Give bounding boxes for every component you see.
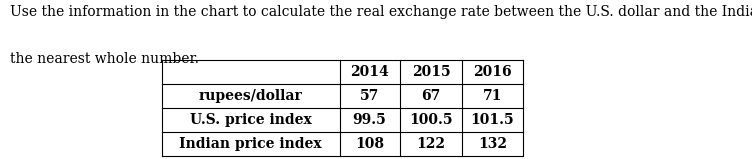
Text: 122: 122	[417, 137, 446, 151]
Text: 2016: 2016	[473, 65, 512, 79]
Text: 132: 132	[478, 137, 507, 151]
Text: 67: 67	[421, 89, 441, 103]
Text: 100.5: 100.5	[409, 113, 453, 127]
Text: the nearest whole number.: the nearest whole number.	[10, 52, 199, 66]
Text: U.S. price index: U.S. price index	[190, 113, 311, 127]
Text: 2014: 2014	[350, 65, 389, 79]
Text: 57: 57	[360, 89, 379, 103]
Text: 99.5: 99.5	[353, 113, 387, 127]
Text: 108: 108	[355, 137, 384, 151]
Text: Use the information in the chart to calculate the real exchange rate between the: Use the information in the chart to calc…	[10, 5, 752, 19]
Text: rupees/dollar: rupees/dollar	[199, 89, 302, 103]
Text: 101.5: 101.5	[471, 113, 514, 127]
Text: 71: 71	[483, 89, 502, 103]
Text: 2015: 2015	[412, 65, 450, 79]
Text: Indian price index: Indian price index	[179, 137, 322, 151]
